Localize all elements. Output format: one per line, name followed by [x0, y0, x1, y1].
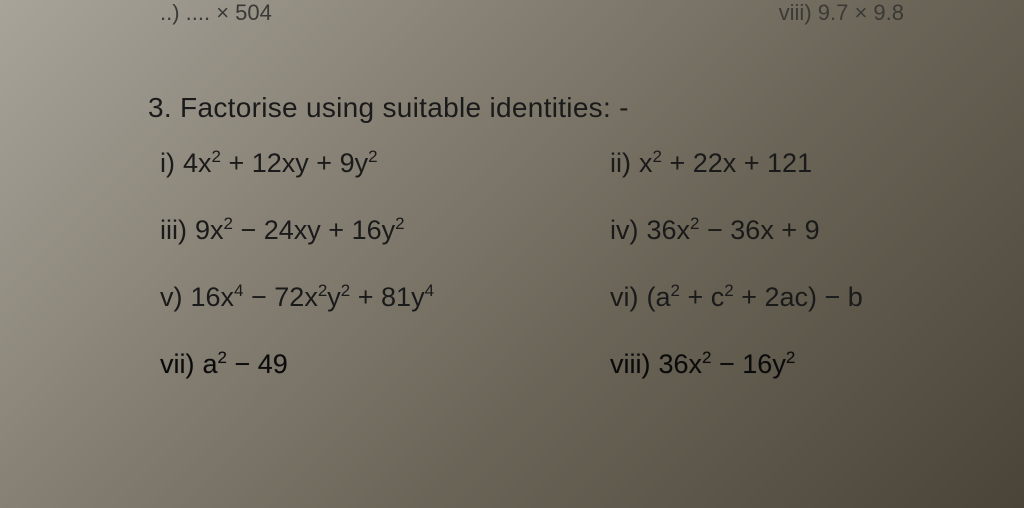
- item-row: v) 16x4 − 72x2y2 + 81y4 vi) (a2 + c2 + 2…: [130, 282, 1024, 313]
- item-ii: ii) x2 + 22x + 121: [590, 148, 812, 179]
- item-vii: vii) a2 − 49: [130, 349, 590, 380]
- item-v: v) 16x4 − 72x2y2 + 81y4: [130, 282, 590, 313]
- roman-numeral: iv): [610, 215, 639, 246]
- top-partial-left: ..) .... × 504: [160, 0, 272, 24]
- item-row: i) 4x2 + 12xy + 9y2 ii) x2 + 22x + 121: [130, 148, 1024, 179]
- roman-numeral: vii): [160, 349, 195, 380]
- expression: 4x2 + 12xy + 9y2: [183, 148, 378, 179]
- roman-numeral: vi): [610, 282, 639, 313]
- item-iv: iv) 36x2 − 36x + 9: [590, 215, 820, 246]
- item-row: vii) a2 − 49 viii) 36x2 − 16y2: [130, 349, 1024, 380]
- roman-numeral: iii): [160, 215, 187, 246]
- top-partial-right: viii) 9.7 × 9.8: [779, 0, 904, 24]
- question-heading: 3. Factorise using suitable identities: …: [148, 92, 629, 124]
- expression: (a2 + c2 + 2ac) − b: [647, 282, 863, 313]
- expression: x2 + 22x + 121: [639, 148, 812, 179]
- item-row: iii) 9x2 − 24xy + 16y2 iv) 36x2 − 36x + …: [130, 215, 1024, 246]
- expression: 16x4 − 72x2y2 + 81y4: [191, 282, 435, 313]
- item-viii: viii) 36x2 − 16y2: [590, 349, 795, 380]
- expression: 9x2 − 24xy + 16y2: [195, 215, 405, 246]
- item-vi: vi) (a2 + c2 + 2ac) − b: [590, 282, 863, 313]
- item-iii: iii) 9x2 − 24xy + 16y2: [130, 215, 590, 246]
- expression: 36x2 − 16y2: [659, 349, 796, 380]
- expression: a2 − 49: [203, 349, 288, 380]
- roman-numeral: ii): [610, 148, 631, 179]
- roman-numeral: viii): [610, 349, 651, 380]
- worksheet-page: ..) .... × 504 viii) 9.7 × 9.8 3. Factor…: [0, 0, 1024, 508]
- roman-numeral: v): [160, 282, 183, 313]
- question-number: 3.: [148, 92, 172, 123]
- expression: 36x2 − 36x + 9: [647, 215, 820, 246]
- items-container: i) 4x2 + 12xy + 9y2 ii) x2 + 22x + 121 i…: [130, 148, 1024, 416]
- roman-numeral: i): [160, 148, 175, 179]
- top-partial-row: ..) .... × 504 viii) 9.7 × 9.8: [0, 0, 1024, 24]
- item-i: i) 4x2 + 12xy + 9y2: [130, 148, 590, 179]
- question-text: Factorise using suitable identities: -: [180, 92, 629, 123]
